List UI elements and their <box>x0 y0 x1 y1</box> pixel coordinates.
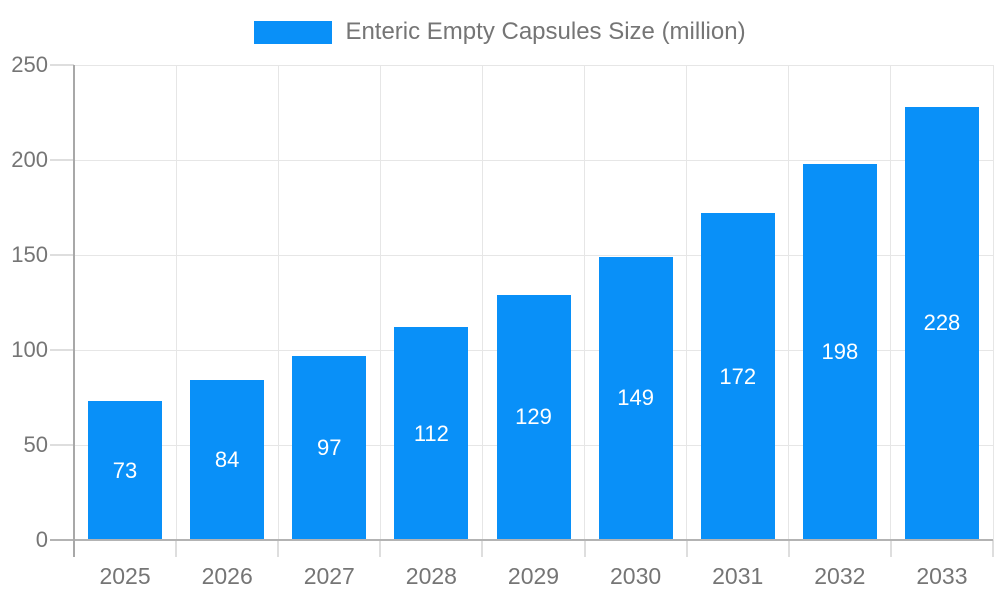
x-gridline <box>686 65 688 540</box>
x-tick-label: 2032 <box>814 563 866 589</box>
x-tick-mark <box>889 540 892 557</box>
x-tick-label: 2030 <box>610 563 662 589</box>
y-tick-label: 200 <box>11 147 48 172</box>
y-tick-mark <box>50 254 74 256</box>
bar-value-label: 228 <box>923 310 961 336</box>
x-gridline <box>481 65 483 540</box>
x-gridline <box>584 65 586 540</box>
x-gridline <box>277 65 279 540</box>
x-tick-mark <box>481 540 484 557</box>
x-tick-mark <box>277 540 280 557</box>
y-axis-line <box>73 65 75 557</box>
legend: Enteric Empty Capsules Size (million) <box>0 14 1000 50</box>
x-tick-mark <box>685 540 688 557</box>
bar: 149 <box>598 256 673 540</box>
y-tick-mark <box>50 64 74 66</box>
x-gridline <box>175 65 177 540</box>
x-gridline <box>379 65 381 540</box>
y-gridline <box>74 64 993 66</box>
y-gridline <box>74 254 993 256</box>
y-tick-mark <box>50 159 74 161</box>
x-tick-mark <box>583 540 586 557</box>
x-tick-label: 2025 <box>99 563 151 589</box>
y-tick-label: 0 <box>35 527 48 552</box>
bar: 84 <box>190 380 265 540</box>
x-gridline <box>890 65 892 540</box>
bar: 172 <box>700 213 775 540</box>
x-axis-line <box>50 539 993 541</box>
bar: 112 <box>394 327 469 540</box>
x-tick-mark <box>379 540 382 557</box>
y-tick-label: 50 <box>23 432 48 457</box>
x-tick-label: 2029 <box>507 563 560 589</box>
x-tick-label: 2028 <box>405 563 457 589</box>
x-tick-label: 2027 <box>303 563 355 589</box>
bar-value-label: 73 <box>112 457 138 483</box>
bar: 73 <box>88 401 163 540</box>
legend-label: Enteric Empty Capsules Size (million) <box>345 18 746 45</box>
x-tick-mark <box>992 540 994 557</box>
bar: 129 <box>496 294 571 540</box>
x-tick-label: 2031 <box>712 563 764 589</box>
y-tick-label: 250 <box>11 52 48 77</box>
bar-value-label: 172 <box>719 363 757 389</box>
y-gridline <box>74 159 993 161</box>
bar-value-label: 112 <box>413 420 449 446</box>
bar-value-label: 149 <box>617 385 654 411</box>
x-tick-label: 2026 <box>201 563 253 589</box>
x-gridline <box>788 65 790 540</box>
y-tick-label: 150 <box>11 242 48 267</box>
bar-value-label: 97 <box>317 434 342 460</box>
legend-swatch <box>254 20 333 44</box>
bar: 198 <box>802 163 877 540</box>
bar: 228 <box>904 106 979 540</box>
x-gridline <box>992 65 994 540</box>
y-tick-mark <box>50 349 74 351</box>
y-tick-label: 100 <box>11 337 48 362</box>
x-tick-mark <box>175 540 178 557</box>
y-tick-mark <box>50 444 74 446</box>
bar: 97 <box>292 355 367 540</box>
bar-value-label: 129 <box>515 404 552 430</box>
bar-value-label: 198 <box>821 338 859 364</box>
x-tick-label: 2033 <box>916 563 968 589</box>
x-tick-mark <box>787 540 790 557</box>
bar-value-label: 84 <box>214 447 240 473</box>
